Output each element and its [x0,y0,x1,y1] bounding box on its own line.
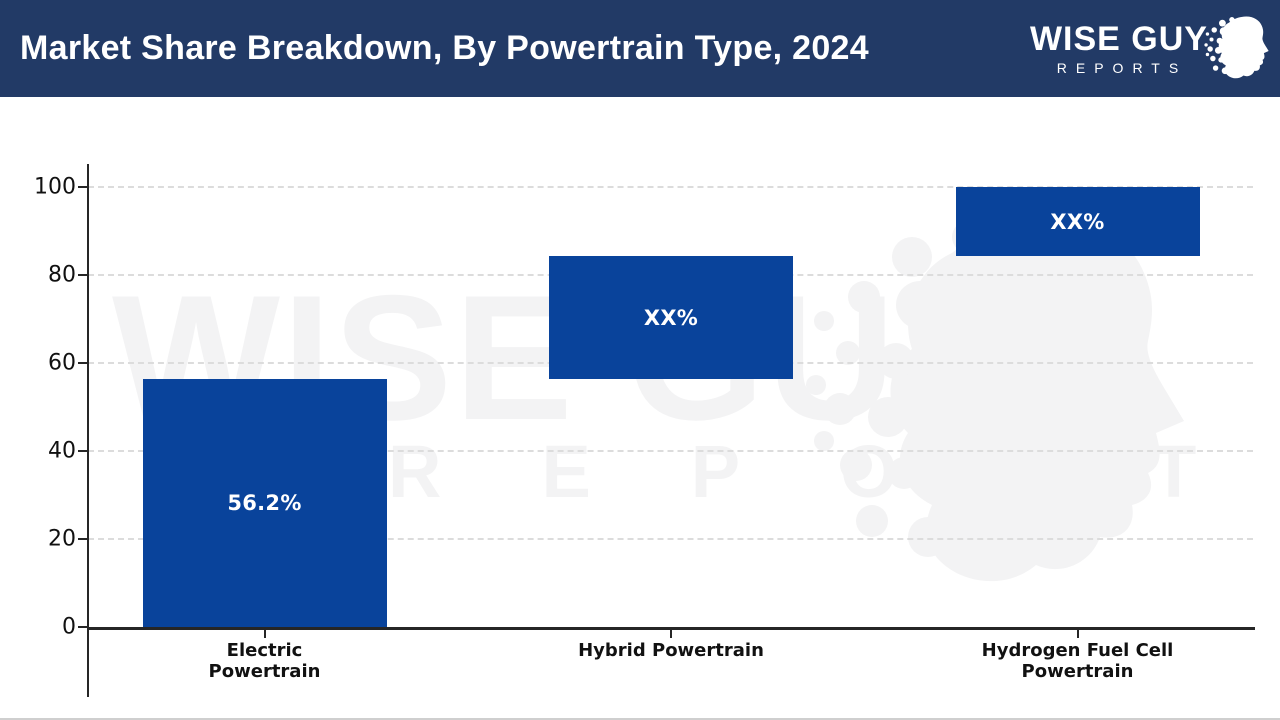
gridline-40 [88,449,1253,452]
y-axis-line [87,164,89,697]
y-axis-tick-label-80: 80 [48,262,76,288]
x-axis-label-hydrogen-fuel-cell-powertrain: Hydrogen Fuel Cell Powertrain [981,640,1174,682]
y-axis-tick-label-20: 20 [48,526,76,552]
bar-value-label-hybrid-powertrain: XX% [643,305,699,330]
y-axis-tick-label-40: 40 [48,438,76,464]
bar-hydrogen-fuel-cell-powertrain: XX% [955,187,1200,257]
x-axis-label-electric-powertrain: Electric Powertrain [208,640,321,682]
logo-text: WISE GUY REPORTS [1029,20,1208,76]
header-bar: Market Share Breakdown, By Powertrain Ty… [0,0,1280,97]
watermark-face-icon [772,209,1212,609]
y-axis-tick-mark [78,273,88,276]
dotted-face-logo-icon [1202,8,1270,90]
bar-value-label-electric-powertrain: 56.2% [227,491,302,516]
y-axis-tick-mark [78,626,88,628]
y-axis-tick-mark [78,537,88,540]
y-axis-tick-label-0: 0 [62,614,76,640]
x-axis-tick-mark [1076,630,1079,638]
y-axis-tick-mark [78,449,88,452]
wise-guy-reports-logo: WISE GUY REPORTS [1030,7,1270,91]
page-title: Market Share Breakdown, By Powertrain Ty… [20,29,869,67]
logo-subtitle: REPORTS [1056,59,1188,76]
y-axis-tick-label-60: 60 [48,350,76,376]
bar-value-label-hydrogen-fuel-cell-powertrain: XX% [1050,209,1105,234]
y-axis-tick-label-100: 100 [34,174,76,199]
y-axis-tick-mark [78,185,88,188]
bar-hybrid-powertrain: XX% [549,256,793,380]
gridline-100 [88,185,1253,188]
bar-electric-powertrain: 56.2% [142,379,387,627]
x-axis-tick-mark [670,630,672,638]
x-axis-label-hybrid-powertrain: Hybrid Powertrain [578,640,764,661]
logo-wordmark: WISE GUY [1029,20,1208,59]
x-axis-tick-mark [263,630,266,638]
chart-plot-area: WISE GUY REPORTS 02040608010056.2%Electr… [0,97,1280,718]
gridline-20 [88,537,1253,540]
x-axis-line [87,627,1255,630]
y-axis-tick-mark [78,361,88,364]
